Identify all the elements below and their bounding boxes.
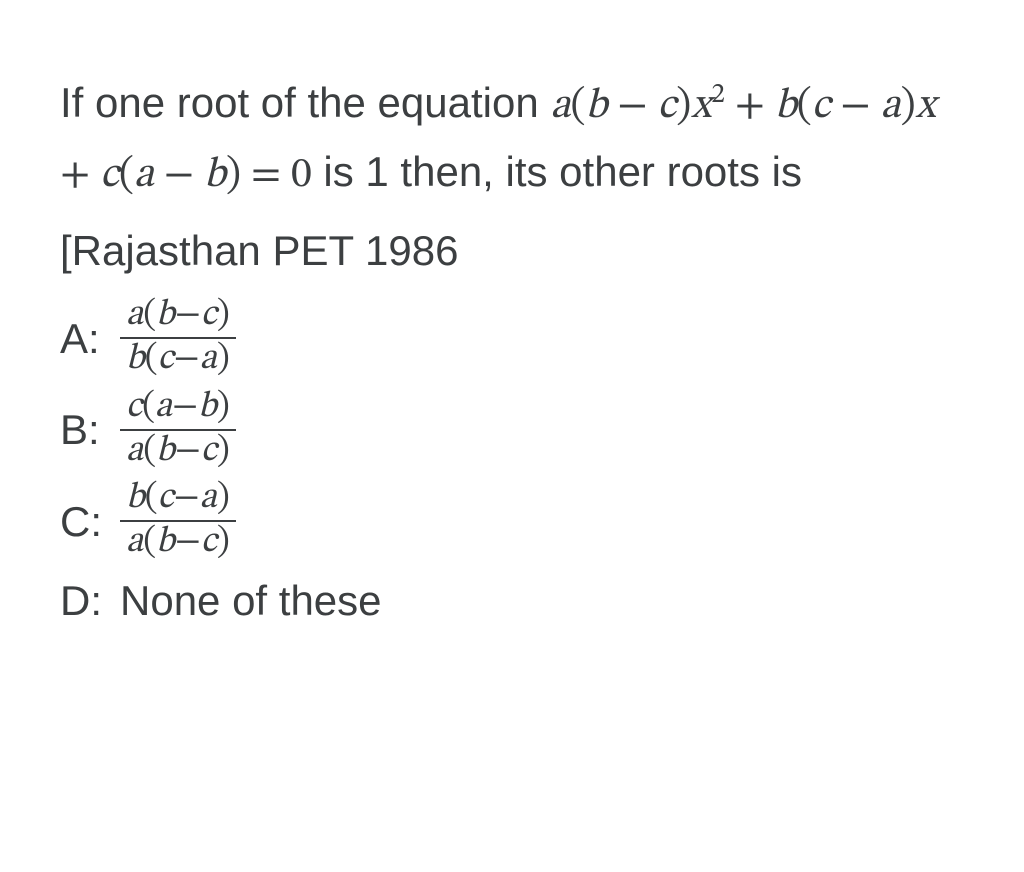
option-c-denominator: a(b−c) <box>120 522 236 562</box>
option-a: A: a(b−c) b(c−a) <box>60 293 974 383</box>
option-d-label: D: <box>60 568 120 633</box>
question-stem: If one root of the equation a(b − c)x2 +… <box>60 70 974 208</box>
option-b-fraction: c(a−b) a(b−c) <box>120 385 236 475</box>
option-a-label: A: <box>60 306 120 371</box>
page: If one root of the equation a(b − c)x2 +… <box>0 0 1024 633</box>
question-trail: is 1 then, its other roots is <box>312 148 802 195</box>
option-c-numerator: b(c−a) <box>120 480 236 522</box>
options-list: A: a(b−c) b(c−a) B: c(a−b) a(b−c) C: b(c… <box>60 293 974 633</box>
option-c-label: C: <box>60 489 120 554</box>
option-d-text: None of these <box>120 568 382 633</box>
option-b: B: c(a−b) a(b−c) <box>60 385 974 475</box>
option-d: D: None of these <box>60 568 974 633</box>
option-b-label: B: <box>60 397 120 462</box>
option-c: C: b(c−a) a(b−c) <box>60 476 974 566</box>
question-lead: If one root of the equation <box>60 79 550 126</box>
source-tag: [Rajasthan PET 1986 <box>60 218 974 283</box>
option-c-fraction: b(c−a) a(b−c) <box>120 476 236 566</box>
option-a-denominator: b(c−a) <box>120 339 236 379</box>
option-a-fraction: a(b−c) b(c−a) <box>120 293 236 383</box>
option-a-numerator: a(b−c) <box>120 297 236 339</box>
option-b-numerator: c(a−b) <box>120 389 236 431</box>
option-b-denominator: a(b−c) <box>120 431 236 471</box>
